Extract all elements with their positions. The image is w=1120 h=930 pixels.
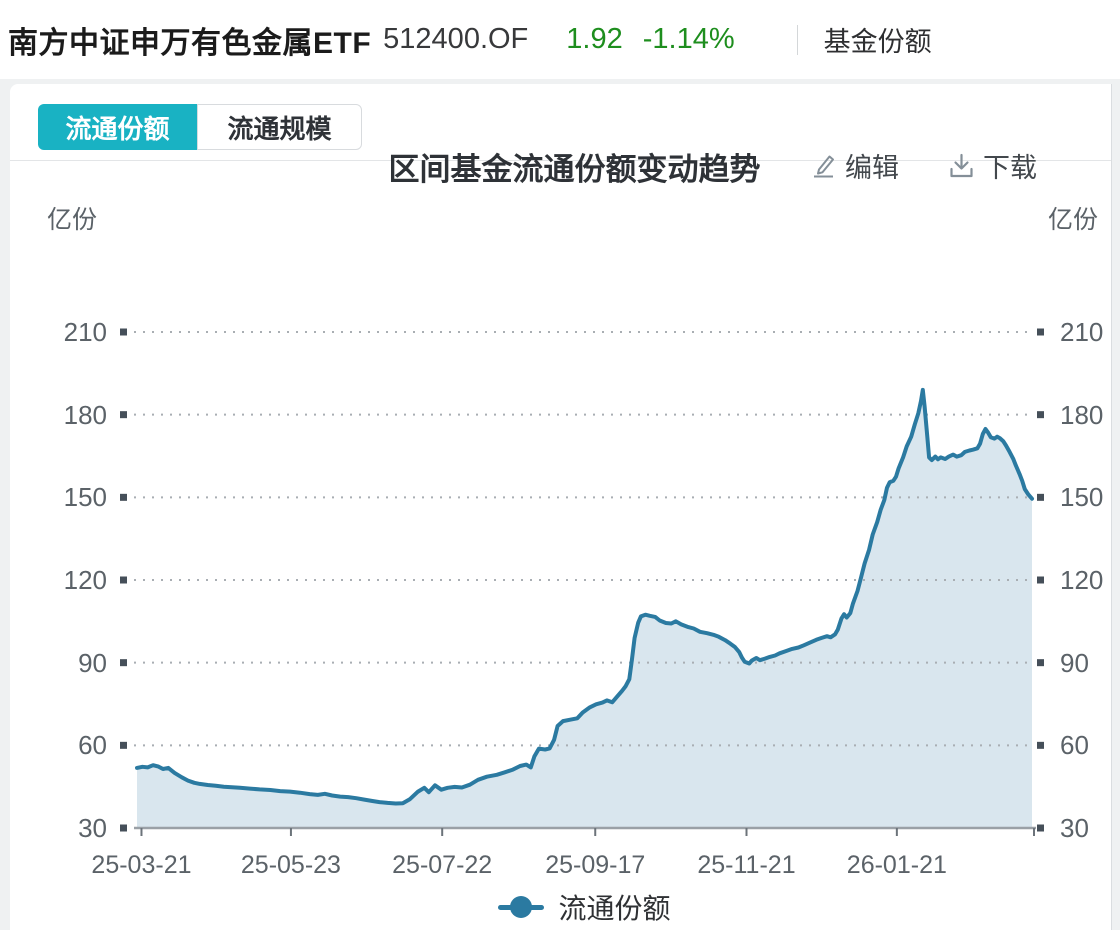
legend-line-marker-icon [498,896,545,918]
y-axis-label-right: 120 [1060,565,1104,595]
y-axis-label-left: 180 [63,399,107,430]
tab-circulating-scale-label: 流通规模 [227,113,332,144]
y-axis-label-left: 210 [63,317,107,347]
x-axis-label: 25-05-23 [240,851,341,879]
tabs-bottom-divider [10,160,1111,161]
y-axis-unit-right: 亿份 [1048,206,1099,234]
header-bar: 南方中证申万有色金属ETF 512400.OF 1.92 -1.14% 基金份额 [0,0,1120,79]
y-axis-label-left: 60 [78,730,107,761]
download-button[interactable]: 下载 [948,146,1037,185]
legend-item-circulating-shares[interactable]: 流通份额 [137,886,1032,928]
main-card: 流通份额 流通规模 [10,84,1112,930]
x-axis-label: 25-11-21 [697,851,796,879]
tab-circulating-shares-label: 流通份额 [65,113,170,144]
tab-group: 流通份额 流通规模 [38,104,362,150]
fund-price: 1.92 [566,23,623,55]
x-axis-label: 26-01-21 [846,851,947,879]
y-axis-label-left: 30 [78,813,107,843]
y-axis-label-left: 120 [63,565,107,595]
pencil-icon [810,152,837,179]
y-axis-label-right: 210 [1060,317,1104,347]
y-axis-label-left: 90 [78,647,107,678]
header-divider [796,24,798,55]
fund-name: 南方中证申万有色金属ETF [8,26,372,60]
edit-button[interactable]: 编辑 [810,146,899,185]
x-axis-label: 25-07-22 [392,851,493,879]
y-axis-label-left: 150 [63,482,107,513]
fund-share-label: 基金份额 [823,27,932,57]
y-axis-label-right: 60 [1060,730,1089,761]
download-button-label: 下载 [983,153,1037,183]
y-axis-label-right: 150 [1060,482,1104,513]
legend-label: 流通份额 [558,893,671,924]
y-axis-label-right: 30 [1060,813,1089,843]
tab-circulating-shares[interactable]: 流通份额 [38,104,197,150]
fund-code: 512400.OF [383,23,529,55]
chart-title: 区间基金流通份额变动趋势 [388,152,761,187]
y-axis-label-right: 180 [1060,399,1104,430]
x-axis-label: 25-03-21 [91,851,192,879]
fund-change-percent: -1.14% [642,23,735,55]
y-axis-label-right: 90 [1060,647,1089,678]
tab-circulating-scale[interactable]: 流通规模 [197,104,362,150]
y-axis-unit-left: 亿份 [46,206,97,234]
edit-button-label: 编辑 [845,153,899,183]
download-icon [948,152,975,179]
x-axis-label: 25-09-17 [545,851,646,879]
